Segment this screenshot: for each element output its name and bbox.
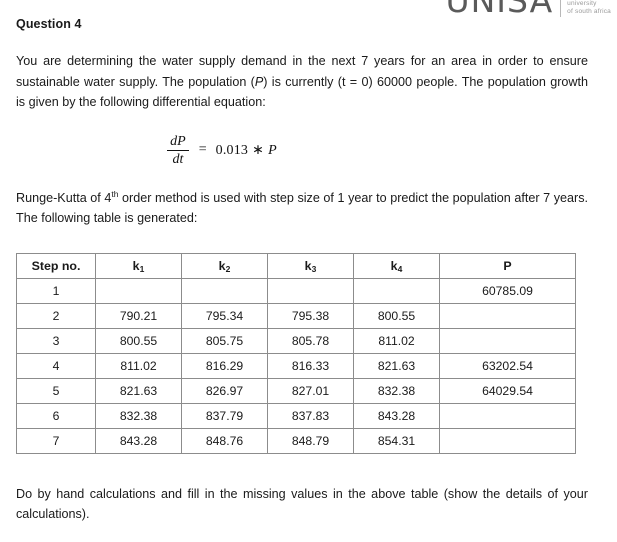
cell-k2: 848.76 [181, 427, 268, 454]
intro-text-part2: ) is currently (t = 0) 60000 people. The… [16, 74, 588, 110]
k3-base: k [304, 258, 312, 273]
k1-base: k [132, 258, 140, 273]
page-title: Question 4 [16, 17, 82, 31]
table-row: 1 60785.09 [16, 277, 576, 304]
intro-text-part1: You are determining the water supply dem… [16, 54, 588, 89]
cell-k2 [181, 277, 268, 304]
cell-p [439, 302, 576, 329]
equals-sign: = [198, 142, 207, 158]
k4-subscript: 4 [397, 263, 403, 274]
cell-k1: 832.38 [95, 402, 182, 429]
cell-step: 3 [16, 327, 96, 354]
cell-k1: 843.28 [95, 427, 182, 454]
table-row: 4 811.02 816.29 816.33 821.63 63202.54 [16, 352, 576, 379]
instruction-paragraph: Do by hand calculations and fill in the … [16, 486, 588, 522]
cell-step: 5 [16, 377, 96, 404]
unisa-tagline: university of south africa [567, 0, 611, 18]
population-variable: P [254, 74, 264, 89]
cell-k3: 848.79 [267, 427, 354, 454]
cell-p: 60785.09 [439, 277, 576, 304]
cell-k3: 827.01 [267, 377, 354, 404]
cell-k4: 811.02 [353, 327, 440, 354]
cell-k3: 816.33 [267, 352, 354, 379]
cell-k4: 854.31 [353, 427, 440, 454]
table-row: 2 790.21 795.34 795.38 800.55 [16, 302, 576, 329]
logo-divider [560, 0, 562, 17]
column-header-k4: k4 [353, 252, 440, 279]
cell-step: 6 [16, 402, 96, 429]
cell-step: 2 [16, 302, 96, 329]
k2-base: k [218, 258, 226, 273]
column-header-step: Step no. [16, 252, 96, 279]
document-body: Question 4 You are determining the water… [16, 0, 588, 525]
method-text-part1: Runge-Kutta of 4 [16, 190, 112, 205]
cell-k1: 790.21 [95, 302, 182, 329]
fraction-bar [167, 149, 189, 151]
unisa-logo: UNISA university of south africa [445, 0, 611, 18]
cell-step: 7 [16, 427, 96, 454]
cell-step: 1 [16, 277, 96, 304]
cell-p [439, 327, 576, 354]
unisa-tagline-line1: university [567, 0, 597, 7]
cell-k2: 816.29 [181, 352, 268, 379]
column-header-k2: k2 [181, 252, 268, 279]
cell-k2: 805.75 [181, 327, 268, 354]
cell-step: 4 [16, 352, 96, 379]
cell-k1: 800.55 [95, 327, 182, 354]
table-row: 7 843.28 848.76 848.79 854.31 [16, 427, 576, 454]
equation-expression: dP dt = 0.013 ∗ P [167, 134, 277, 167]
cell-k2: 837.79 [181, 402, 268, 429]
column-header-k1: k1 [95, 252, 182, 279]
multiplication-operator: ∗ [252, 142, 265, 158]
cell-p [439, 427, 576, 454]
k4-base: k [390, 258, 398, 273]
cell-k3: 805.78 [267, 327, 354, 354]
column-header-p: P [439, 252, 576, 279]
k1-subscript: 1 [139, 263, 145, 274]
table-row: 5 821.63 826.97 827.01 832.38 64029.54 [16, 377, 576, 404]
cell-k2: 826.97 [181, 377, 268, 404]
cell-p: 64029.54 [439, 377, 576, 404]
column-header-k3: k3 [267, 252, 354, 279]
unisa-wordmark: UNISA [445, 0, 554, 20]
unisa-tagline-line2: of south africa [567, 7, 611, 15]
cell-k3 [267, 277, 354, 304]
table-header-row: Step no. k1 k2 k3 k4 P [16, 252, 576, 279]
rk-table-container: Step no. k1 k2 k3 k4 P 1 60785.09 2 790.21 7… [16, 252, 588, 454]
k3-subscript: 3 [311, 263, 317, 274]
cell-k2: 795.34 [181, 302, 268, 329]
method-text-part2: order method is used with step size of 1… [16, 190, 588, 226]
cell-k1: 811.02 [95, 352, 182, 379]
k2-subscript: 2 [225, 263, 231, 274]
intro-paragraph: You are determining the water supply dem… [16, 51, 588, 113]
fraction-numerator: dP [170, 133, 186, 149]
runge-kutta-table: Step no. k1 k2 k3 k4 P 1 60785.09 2 790.21 7… [16, 252, 576, 454]
cell-k4: 832.38 [353, 377, 440, 404]
differential-equation: dP dt = 0.013 ∗ P [16, 134, 588, 167]
table-body: 1 60785.09 2 790.21 795.34 795.38 800.55 3 800.5… [16, 277, 576, 454]
cell-k4: 843.28 [353, 402, 440, 429]
equation-right-side: 0.013 ∗ P [216, 142, 277, 159]
cell-p [439, 402, 576, 429]
derivative-fraction: dP dt [167, 134, 189, 167]
table-row: 6 832.38 837.79 837.83 843.28 [16, 402, 576, 429]
cell-k4: 800.55 [353, 302, 440, 329]
growth-coefficient: 0.013 [215, 142, 249, 158]
method-paragraph: Runge-Kutta of 4th order method is used … [16, 188, 588, 229]
table-row: 3 800.55 805.75 805.78 811.02 [16, 327, 576, 354]
cell-k1: 821.63 [95, 377, 182, 404]
cell-p: 63202.54 [439, 352, 576, 379]
ordinal-superscript: th [111, 188, 119, 199]
cell-k1 [95, 277, 182, 304]
cell-k4: 821.63 [353, 352, 440, 379]
cell-k3: 795.38 [267, 302, 354, 329]
cell-k3: 837.83 [267, 402, 354, 429]
fraction-denominator: dt [172, 151, 184, 167]
equation-variable-p: P [268, 142, 277, 158]
cell-k4 [353, 277, 440, 304]
table-header: Step no. k1 k2 k3 k4 P [16, 252, 576, 279]
